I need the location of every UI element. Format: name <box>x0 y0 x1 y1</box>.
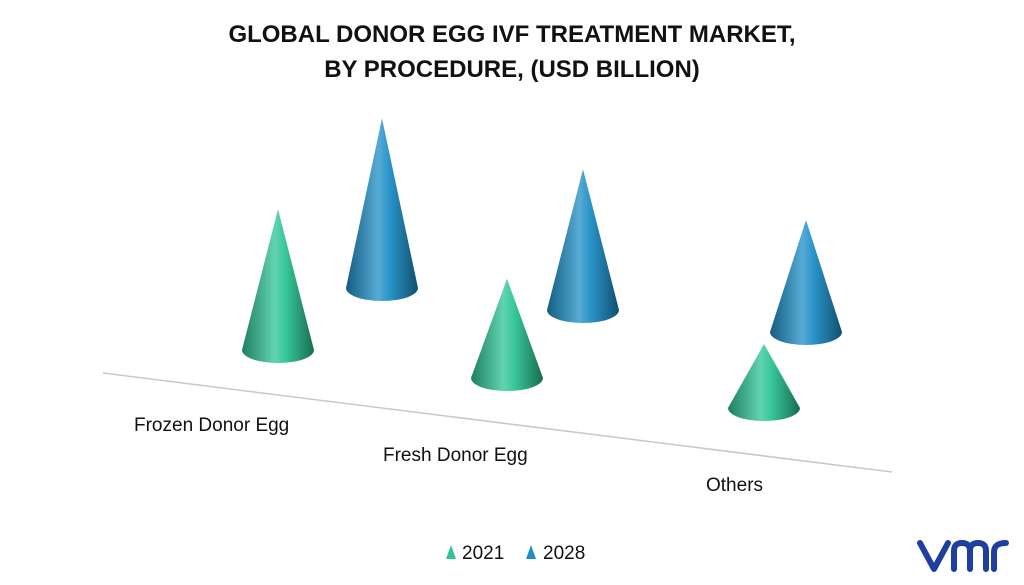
cone-2021-fresh-donor-egg <box>471 278 543 391</box>
cone-2021-others <box>728 344 800 421</box>
logo-m-mark <box>951 539 989 572</box>
category-label-fresh: Fresh Donor Egg <box>383 445 528 466</box>
legend: 2021 2028 <box>446 543 585 564</box>
vmr-logo <box>917 539 1009 572</box>
logo-r-mark <box>991 540 1009 572</box>
cone-marks <box>242 118 842 421</box>
legend-swatch-2028 <box>526 545 536 559</box>
category-labels: Frozen Donor Egg Fresh Donor Egg Others <box>134 415 763 496</box>
floor-baseline <box>102 372 893 473</box>
legend-item-2028: 2028 <box>526 543 585 564</box>
cone-2028-others <box>770 220 842 345</box>
chart-title-line-1: GLOBAL DONOR EGG IVF TREATMENT MARKET, <box>228 21 795 48</box>
category-label-frozen: Frozen Donor Egg <box>134 415 289 436</box>
legend-label-2028: 2028 <box>543 543 585 564</box>
legend-swatch-2021 <box>446 545 456 559</box>
legend-item-2021: 2021 <box>446 543 504 564</box>
cone-2028-frozen-donor-egg <box>346 118 418 302</box>
cone-2021-frozen-donor-egg <box>242 209 314 363</box>
cone-2028-fresh-donor-egg <box>547 169 619 323</box>
chart-title-line-2: BY PROCEDURE, (USD BILLION) <box>324 56 700 83</box>
category-label-others: Others <box>706 475 763 496</box>
legend-label-2021: 2021 <box>462 543 504 564</box>
logo-v-mark <box>917 540 951 572</box>
chart-title: GLOBAL DONOR EGG IVF TREATMENT MARKET, B… <box>228 21 795 83</box>
